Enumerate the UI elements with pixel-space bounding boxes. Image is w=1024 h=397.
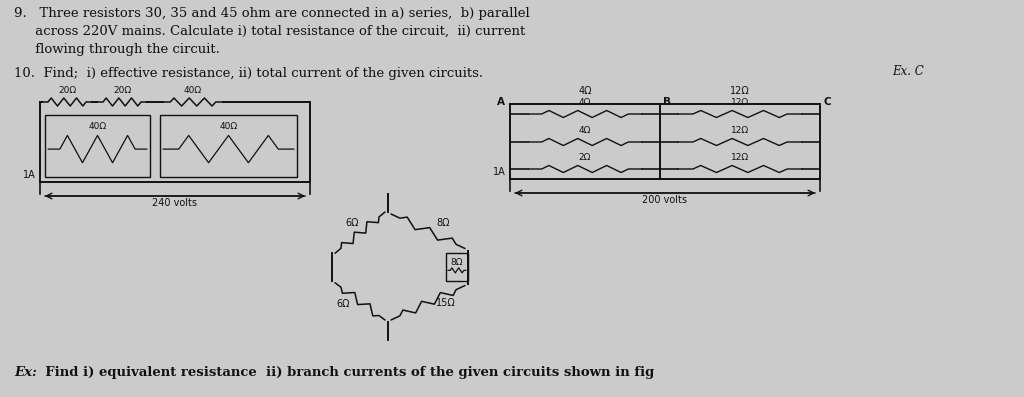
Text: 40Ω: 40Ω xyxy=(184,86,202,95)
Text: across 220V mains. Calculate i) total resistance of the circuit,  ii) current: across 220V mains. Calculate i) total re… xyxy=(14,25,525,38)
Text: 20Ω: 20Ω xyxy=(58,86,76,95)
Text: 4Ω: 4Ω xyxy=(579,126,591,135)
Text: Find i) equivalent resistance  ii) branch currents of the given circuits shown i: Find i) equivalent resistance ii) branch… xyxy=(36,366,654,379)
Text: 8Ω: 8Ω xyxy=(451,258,463,267)
Text: 15Ω: 15Ω xyxy=(436,298,456,308)
Text: Ex. C: Ex. C xyxy=(892,65,924,78)
Text: 240 volts: 240 volts xyxy=(153,198,198,208)
Text: 2Ω: 2Ω xyxy=(579,153,591,162)
Text: 12Ω: 12Ω xyxy=(731,98,750,107)
Bar xyxy=(160,115,297,177)
Text: 12Ω: 12Ω xyxy=(731,126,750,135)
Text: 9.   Three resistors 30, 35 and 45 ohm are connected in a) series,  b) parallel: 9. Three resistors 30, 35 and 45 ohm are… xyxy=(14,7,529,20)
Text: A: A xyxy=(497,97,505,107)
Text: 200 volts: 200 volts xyxy=(642,195,687,205)
Text: 4Ω: 4Ω xyxy=(579,98,591,107)
Text: 12Ω: 12Ω xyxy=(730,86,750,96)
Text: 12Ω: 12Ω xyxy=(731,153,750,162)
Bar xyxy=(446,253,468,281)
Text: 1A: 1A xyxy=(494,167,506,177)
Text: 10.  Find;  i) effective resistance, ii) total current of the given circuits.: 10. Find; i) effective resistance, ii) t… xyxy=(14,67,483,80)
Text: 20Ω: 20Ω xyxy=(113,86,131,95)
Text: 6Ω: 6Ω xyxy=(345,218,358,227)
Text: 40Ω: 40Ω xyxy=(219,121,238,131)
Text: B: B xyxy=(663,97,671,107)
Text: C: C xyxy=(823,97,830,107)
Text: flowing through the circuit.: flowing through the circuit. xyxy=(14,43,220,56)
Text: Ex:: Ex: xyxy=(14,366,37,379)
Text: 1A: 1A xyxy=(24,170,36,180)
Text: 6Ω: 6Ω xyxy=(337,299,350,309)
Text: 40Ω: 40Ω xyxy=(88,121,106,131)
Bar xyxy=(45,115,150,177)
Text: 8Ω: 8Ω xyxy=(436,218,450,228)
Text: 4Ω: 4Ω xyxy=(579,86,592,96)
